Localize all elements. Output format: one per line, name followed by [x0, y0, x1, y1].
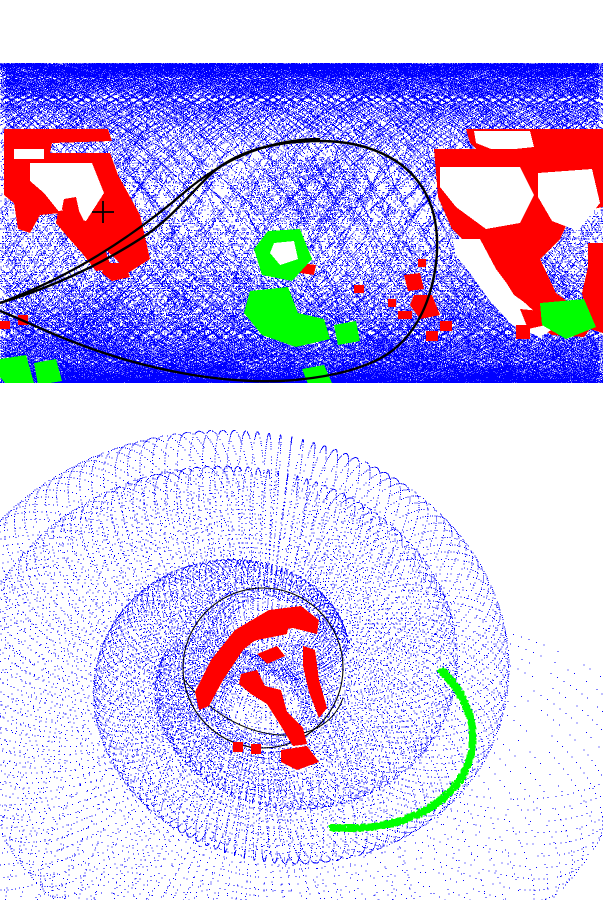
equirectangular-map-panel[interactable]: Global equirectangular map overlaid with…: [0, 63, 603, 383]
globe-plot-area[interactable]: [0, 430, 603, 900]
map-plot-area[interactable]: [0, 63, 603, 383]
spherical-projection-panel[interactable]: Three dimensional spherical view with a …: [0, 430, 603, 900]
